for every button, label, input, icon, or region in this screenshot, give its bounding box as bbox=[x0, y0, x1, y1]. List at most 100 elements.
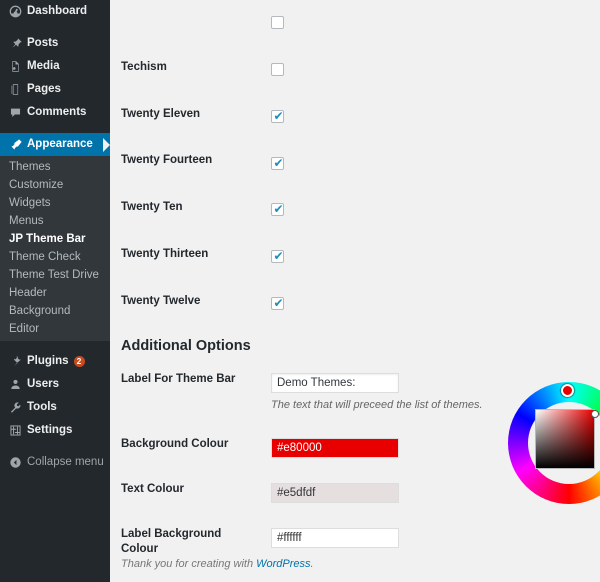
table-row: Text Colour bbox=[121, 470, 600, 515]
submenu-item-header[interactable]: Header bbox=[9, 286, 47, 299]
sidebar-item-comments[interactable]: Comments bbox=[0, 101, 110, 124]
label-background-colour-label: Label Background Colour bbox=[121, 528, 222, 556]
theme-checkbox-cell bbox=[271, 234, 600, 281]
table-row: Label Background Colour bbox=[121, 515, 600, 569]
theme-label: Twenty Fourteen bbox=[121, 154, 213, 167]
sidebar-item-label: Plugins bbox=[27, 354, 69, 367]
theme-checkbox-cell bbox=[271, 140, 600, 187]
brush-icon bbox=[7, 138, 24, 152]
submenu-item-theme-test-drive[interactable]: Theme Test Drive bbox=[9, 268, 99, 281]
table-row: Techism bbox=[121, 47, 600, 94]
table-row bbox=[121, 0, 600, 47]
submenu-item-themes[interactable]: Themes bbox=[9, 160, 51, 173]
text-colour-input[interactable] bbox=[271, 483, 399, 504]
page-title: Additional Options bbox=[121, 337, 251, 354]
label-background-colour-input[interactable] bbox=[271, 528, 399, 549]
submenu-item-menus[interactable]: Menus bbox=[9, 214, 44, 227]
theme-label: Techism bbox=[121, 60, 167, 73]
label-for-theme-bar-cell: The text that will preceed the list of t… bbox=[271, 360, 600, 425]
submenu-item-customize[interactable]: Customize bbox=[9, 178, 64, 191]
farbtastic-color-wheel[interactable] bbox=[508, 382, 600, 504]
table-row: Twenty Thirteen bbox=[121, 234, 600, 281]
hue-marker[interactable] bbox=[561, 384, 574, 397]
menu-separator bbox=[0, 124, 110, 133]
wrench-icon bbox=[7, 401, 24, 415]
sidebar-item-label: Comments bbox=[27, 105, 87, 118]
admin-footer: Thank you for creating with WordPress. bbox=[121, 550, 591, 582]
text-colour-cell bbox=[271, 470, 600, 515]
submenu-item-background[interactable]: Background bbox=[9, 304, 71, 317]
theme-checkbox[interactable] bbox=[271, 16, 284, 30]
submenu-item-editor[interactable]: Editor bbox=[9, 322, 40, 335]
sidebar-item-label: Appearance bbox=[27, 137, 93, 150]
comment-icon bbox=[7, 106, 24, 120]
theme-list-table: Techism Twenty Eleven Twenty Fourteen bbox=[121, 0, 600, 328]
theme-checkbox-twenty-ten[interactable] bbox=[271, 202, 285, 217]
theme-checkbox-cell bbox=[271, 187, 600, 234]
table-row: Twenty Ten bbox=[121, 187, 600, 234]
menu-separator bbox=[0, 341, 110, 350]
wordpress-link[interactable]: WordPress bbox=[256, 558, 311, 570]
admin-sidebar: Dashboard Posts Media Pages Commen bbox=[0, 0, 110, 582]
sidebar-item-label: Settings bbox=[27, 423, 73, 436]
collapse-menu-button[interactable]: Collapse menu bbox=[0, 451, 110, 473]
theme-checkbox-twenty-twelve[interactable] bbox=[271, 296, 285, 311]
sidebar-item-label: Pages bbox=[27, 82, 61, 95]
saturation-value-square[interactable] bbox=[535, 409, 595, 469]
label-background-colour-cell bbox=[271, 515, 600, 569]
sidebar-item-label: Users bbox=[27, 377, 59, 390]
sidebar-item-media[interactable]: Media bbox=[0, 55, 110, 78]
theme-label: Twenty Thirteen bbox=[121, 247, 209, 260]
appearance-submenu: Themes Customize Widgets Menus JP Theme … bbox=[0, 156, 110, 341]
theme-checkbox-cell bbox=[271, 281, 600, 328]
theme-label: Twenty Twelve bbox=[121, 294, 201, 307]
sidebar-item-posts[interactable]: Posts bbox=[0, 32, 110, 55]
theme-checkbox-twenty-fourteen[interactable] bbox=[271, 156, 285, 170]
sidebar-item-label: Posts bbox=[27, 36, 59, 49]
plugins-update-badge: 2 bbox=[73, 356, 85, 367]
submenu-item-theme-check[interactable]: Theme Check bbox=[9, 250, 81, 263]
sidebar-item-label: Dashboard bbox=[27, 4, 88, 17]
sidebar-item-users[interactable]: Users bbox=[0, 373, 110, 396]
background-colour-label: Background Colour bbox=[121, 438, 229, 451]
sidebar-item-dashboard[interactable]: Dashboard bbox=[0, 0, 110, 23]
theme-checkbox-cell bbox=[271, 0, 600, 47]
main-content: Techism Twenty Eleven Twenty Fourteen bbox=[110, 0, 600, 582]
sidebar-item-settings[interactable]: Settings bbox=[0, 419, 110, 442]
theme-label: Twenty Ten bbox=[121, 201, 183, 214]
table-row: Twenty Eleven bbox=[121, 94, 600, 141]
pin-icon bbox=[7, 37, 24, 51]
sliders-icon bbox=[7, 424, 24, 438]
theme-checkbox-cell bbox=[271, 47, 600, 94]
table-row: Label For Theme Bar The text that will p… bbox=[121, 360, 600, 425]
theme-label: Twenty Eleven bbox=[121, 107, 201, 120]
menu-separator bbox=[0, 442, 110, 451]
saturation-value-marker[interactable] bbox=[591, 410, 599, 418]
label-for-theme-bar-label: Label For Theme Bar bbox=[121, 372, 236, 385]
submenu-item-widgets[interactable]: Widgets bbox=[9, 196, 51, 209]
collapse-icon bbox=[7, 456, 24, 469]
menu-separator bbox=[0, 23, 110, 32]
label-for-theme-bar-input[interactable] bbox=[271, 372, 399, 393]
theme-checkbox-techism[interactable] bbox=[271, 63, 284, 77]
sidebar-item-plugins[interactable]: Plugins 2 bbox=[0, 350, 110, 373]
background-colour-cell bbox=[271, 425, 600, 470]
theme-checkbox-twenty-thirteen[interactable] bbox=[271, 249, 285, 264]
sidebar-item-tools[interactable]: Tools bbox=[0, 396, 110, 419]
label-for-theme-bar-description: The text that will preceed the list of t… bbox=[271, 398, 483, 411]
footer-suffix: . bbox=[310, 558, 314, 570]
sidebar-item-label: Media bbox=[27, 59, 60, 72]
dashboard-icon bbox=[7, 5, 24, 19]
sidebar-item-pages[interactable]: Pages bbox=[0, 78, 110, 101]
collapse-menu-label: Collapse menu bbox=[27, 456, 104, 468]
submenu-item-jp-theme-bar[interactable]: JP Theme Bar bbox=[9, 232, 86, 245]
sidebar-item-appearance[interactable]: Appearance bbox=[0, 133, 110, 156]
plug-icon bbox=[7, 355, 24, 369]
theme-checkbox-twenty-eleven[interactable] bbox=[271, 109, 285, 123]
theme-checkbox-cell bbox=[271, 94, 600, 141]
media-icon bbox=[7, 60, 24, 74]
theme-label bbox=[121, 0, 271, 47]
user-icon bbox=[7, 378, 24, 392]
background-colour-input[interactable] bbox=[271, 438, 399, 459]
